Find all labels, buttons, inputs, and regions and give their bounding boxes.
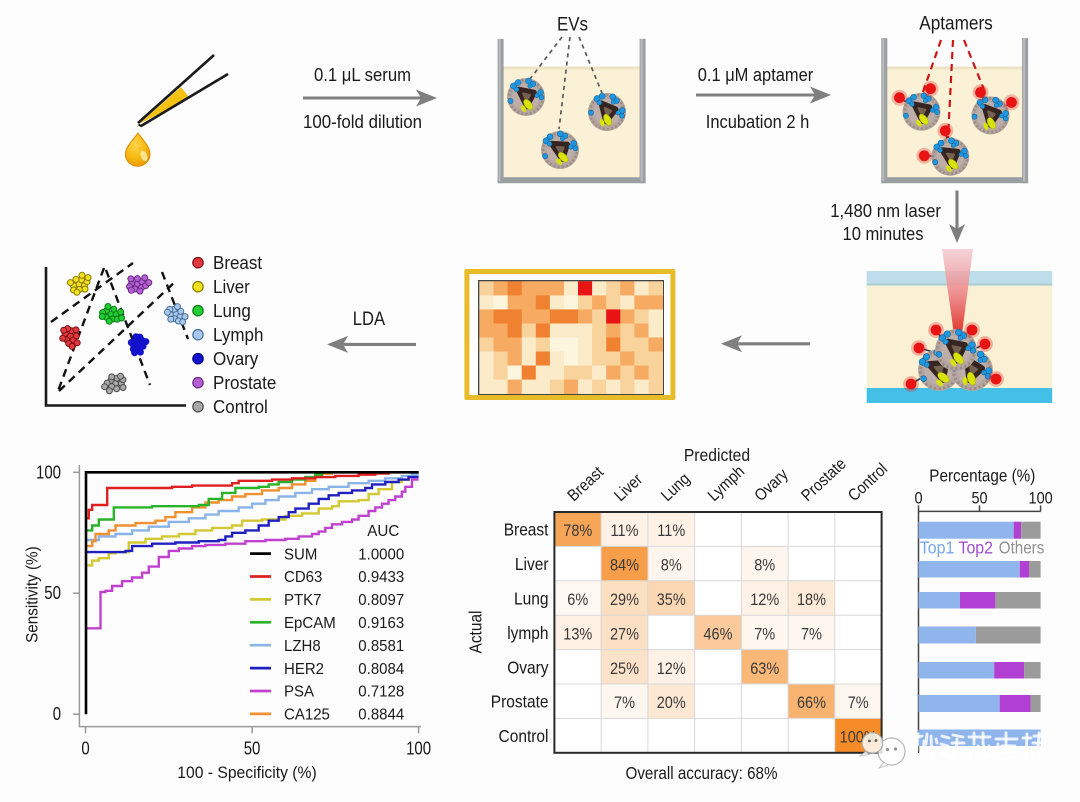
svg-text:Breast: Breast	[504, 520, 549, 540]
svg-text:0.8084: 0.8084	[358, 661, 404, 678]
svg-text:Top2: Top2	[959, 537, 994, 557]
svg-text:7%: 7%	[801, 624, 822, 643]
svg-text:29%: 29%	[610, 590, 639, 609]
svg-text:11%: 11%	[611, 521, 639, 540]
svg-text:50: 50	[44, 583, 61, 603]
svg-text:HER2: HER2	[284, 661, 324, 678]
svg-text:13%: 13%	[563, 624, 592, 643]
svg-text:1,480 nm laser: 1,480 nm laser	[830, 200, 941, 221]
svg-text:78%: 78%	[563, 521, 592, 540]
svg-text:100: 100	[36, 463, 61, 483]
svg-text:Lymph: Lymph	[213, 325, 263, 345]
svg-text:Control: Control	[499, 726, 549, 746]
svg-text:0: 0	[914, 490, 922, 508]
svg-text:Liver: Liver	[213, 277, 250, 297]
svg-text:100 - Specificity (%): 100 - Specificity (%)	[177, 763, 316, 782]
svg-text:12%: 12%	[657, 659, 686, 678]
svg-text:CD63: CD63	[284, 569, 322, 586]
svg-text:84%: 84%	[610, 556, 639, 575]
svg-text:Sensitivity (%): Sensitivity (%)	[24, 546, 42, 643]
svg-text:CA125: CA125	[284, 707, 330, 724]
svg-text:50: 50	[244, 739, 261, 759]
svg-text:Top1: Top1	[920, 537, 955, 557]
svg-text:27%: 27%	[610, 624, 639, 643]
svg-text:0.8581: 0.8581	[358, 638, 404, 655]
svg-text:0.1 μL serum: 0.1 μL serum	[314, 64, 411, 85]
svg-text:0.9163: 0.9163	[358, 615, 404, 632]
svg-text:Ovary: Ovary	[507, 657, 549, 677]
svg-text:25%: 25%	[610, 659, 639, 678]
svg-text:0.7128: 0.7128	[358, 684, 404, 701]
svg-text:6%: 6%	[567, 590, 588, 609]
svg-text:1.0000: 1.0000	[358, 546, 404, 563]
svg-text:PSA: PSA	[284, 684, 314, 701]
svg-text:0.8844: 0.8844	[358, 707, 404, 724]
svg-text:Prostate: Prostate	[213, 373, 276, 393]
svg-text:8%: 8%	[661, 556, 682, 575]
svg-text:LDA: LDA	[353, 309, 386, 330]
svg-text:Percentage (%): Percentage (%)	[929, 465, 1035, 485]
svg-text:12%: 12%	[750, 590, 779, 609]
svg-text:Lung: Lung	[514, 589, 549, 609]
svg-text:7%: 7%	[848, 693, 869, 712]
svg-text:100-fold dilution: 100-fold dilution	[303, 111, 422, 132]
svg-text:100: 100	[1029, 490, 1053, 508]
svg-text:46%: 46%	[703, 624, 732, 643]
svg-text:Incubation 2 h: Incubation 2 h	[706, 111, 810, 132]
svg-text:Lung: Lung	[213, 301, 251, 321]
svg-text:35%: 35%	[657, 590, 686, 609]
svg-text:lymph: lymph	[507, 623, 548, 643]
svg-text:Predicted: Predicted	[684, 445, 750, 465]
svg-text:63%: 63%	[750, 659, 779, 678]
svg-text:0.1 μM aptamer: 0.1 μM aptamer	[698, 64, 813, 85]
svg-text:20%: 20%	[657, 693, 686, 712]
svg-text:Breast: Breast	[213, 253, 262, 273]
svg-text:8%: 8%	[754, 556, 775, 575]
svg-text:Aptamers: Aptamers	[919, 13, 993, 35]
svg-text:7%: 7%	[614, 693, 635, 712]
svg-text:LZH8: LZH8	[284, 638, 321, 655]
svg-text:AUC: AUC	[367, 523, 399, 540]
svg-text:7%: 7%	[754, 624, 775, 643]
svg-text:66%: 66%	[797, 693, 826, 712]
svg-text:PTK7: PTK7	[284, 592, 322, 609]
svg-text:0.9433: 0.9433	[358, 569, 404, 586]
svg-text:Control: Control	[213, 397, 268, 417]
svg-text:0: 0	[53, 704, 61, 724]
svg-text:50: 50	[972, 490, 988, 508]
svg-text:Actual: Actual	[466, 611, 486, 654]
svg-text:EpCAM: EpCAM	[284, 615, 336, 632]
svg-text:SUM: SUM	[284, 546, 317, 563]
svg-text:Others: Others	[999, 537, 1045, 557]
svg-text:18%: 18%	[797, 590, 826, 609]
svg-text:EVs: EVs	[557, 13, 588, 35]
svg-text:Ovary: Ovary	[213, 349, 258, 369]
svg-text:0.8097: 0.8097	[358, 592, 404, 609]
svg-text:Liver: Liver	[515, 554, 549, 574]
svg-text:Overall accuracy: 68%: Overall accuracy: 68%	[626, 763, 778, 783]
svg-text:10 minutes: 10 minutes	[843, 223, 924, 244]
svg-text:0: 0	[81, 739, 89, 759]
svg-text:11%: 11%	[657, 521, 685, 540]
svg-text:100: 100	[406, 739, 431, 759]
svg-text:Prostate: Prostate	[491, 692, 549, 712]
